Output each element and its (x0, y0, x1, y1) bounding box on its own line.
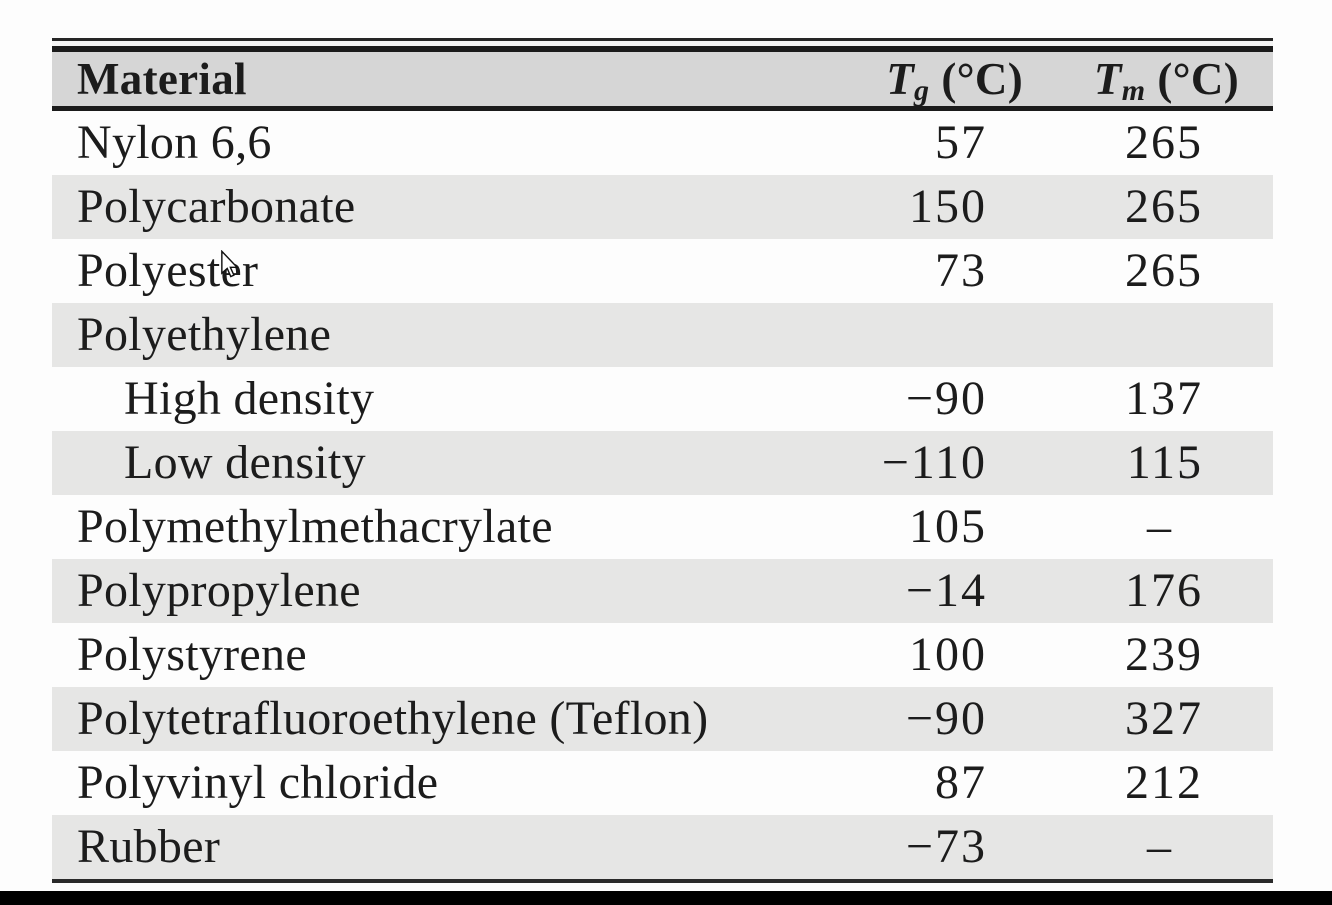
tg-value-cell: 150 (909, 180, 987, 233)
tg-value-cell: 87 (935, 756, 987, 809)
table-row: Polytetrafluoroethylene (Teflon) −90 327 (52, 687, 1273, 751)
table-bottom-rule (52, 879, 1273, 883)
tg-value-cell: 57 (935, 116, 987, 169)
header-tg-label: Tg (°C) (787, 56, 1022, 106)
material-cell: High density (124, 372, 375, 425)
tm-value-cell: 327 (1125, 692, 1203, 745)
tg-value-cell: −14 (905, 564, 987, 617)
table-row: Polypropylene −14 176 (52, 559, 1273, 623)
material-cell: Nylon 6,6 (77, 116, 272, 169)
tm-value-cell: 265 (1125, 244, 1203, 297)
tm-value-cell: 212 (1125, 756, 1203, 809)
header-tg-text: Tg (°C) (886, 53, 1023, 108)
table-body: Nylon 6,6 57 265 Polycarbonate 150 265 P… (52, 111, 1273, 879)
table-row: Polycarbonate 150 265 (52, 175, 1273, 239)
material-cell: Low density (124, 436, 366, 489)
material-cell: Polytetrafluoroethylene (Teflon) (77, 692, 709, 745)
tg-value-cell: 73 (935, 244, 987, 297)
tg-value-cell: −90 (905, 692, 987, 745)
material-cell: Polyethylene (77, 308, 332, 361)
material-cell: Polymethylmethacrylate (77, 500, 553, 553)
tm-value-cell: 137 (1125, 372, 1203, 425)
tm-value-cell: – (1147, 820, 1173, 873)
header-material-label: Material (77, 53, 247, 104)
table-row: Rubber −73 – (52, 815, 1273, 879)
table-row: Polyvinyl chloride 87 212 (52, 751, 1273, 815)
material-cell: Polystyrene (77, 628, 307, 681)
material-cell: Polyester (77, 244, 259, 297)
table-row: Polyethylene (52, 303, 1273, 367)
table-row: Nylon 6,6 57 265 (52, 111, 1273, 175)
table-row: Polymethylmethacrylate 105 – (52, 495, 1273, 559)
table-row: Polystyrene 100 239 (52, 623, 1273, 687)
tm-value-cell: 176 (1125, 564, 1203, 617)
tm-value-cell: – (1147, 500, 1173, 553)
header-tm-text: Tm (°C) (1093, 53, 1239, 108)
material-cell: Rubber (77, 820, 221, 873)
mouse-cursor-icon (221, 250, 238, 278)
table-row: High density −90 137 (52, 367, 1273, 431)
table-top-rule-gap (52, 41, 1273, 46)
tg-value-cell: 100 (909, 628, 987, 681)
table-top-thin-rule (52, 38, 1273, 41)
materials-table: Material Tg (°C) Tm (°C) Nylon 6,6 57 265 … (52, 38, 1273, 883)
header-tm-label: Tm (°C) (987, 53, 1273, 108)
material-cell: Polycarbonate (77, 180, 356, 233)
header-bottom-rule (52, 106, 1273, 111)
tg-value-cell: 105 (909, 500, 987, 553)
tm-value-cell: 265 (1125, 180, 1203, 233)
tg-value-cell: −90 (905, 372, 987, 425)
table-top-thick-rule (52, 46, 1273, 52)
table-row: Polyester 73 265 (52, 239, 1273, 303)
material-cell: Polyvinyl chloride (77, 756, 439, 809)
table-row: Low density −110 115 (52, 431, 1273, 495)
table-header-row: Material Tg (°C) Tm (°C) (52, 52, 1273, 106)
tg-value-cell: −110 (881, 436, 987, 489)
tm-value-cell: 239 (1125, 628, 1203, 681)
tm-value-cell: 115 (1126, 436, 1203, 489)
tm-value-cell: 265 (1125, 116, 1203, 169)
tg-value-cell: −73 (905, 820, 987, 873)
material-cell: Polypropylene (77, 564, 361, 617)
letterbox-bar (0, 891, 1332, 905)
